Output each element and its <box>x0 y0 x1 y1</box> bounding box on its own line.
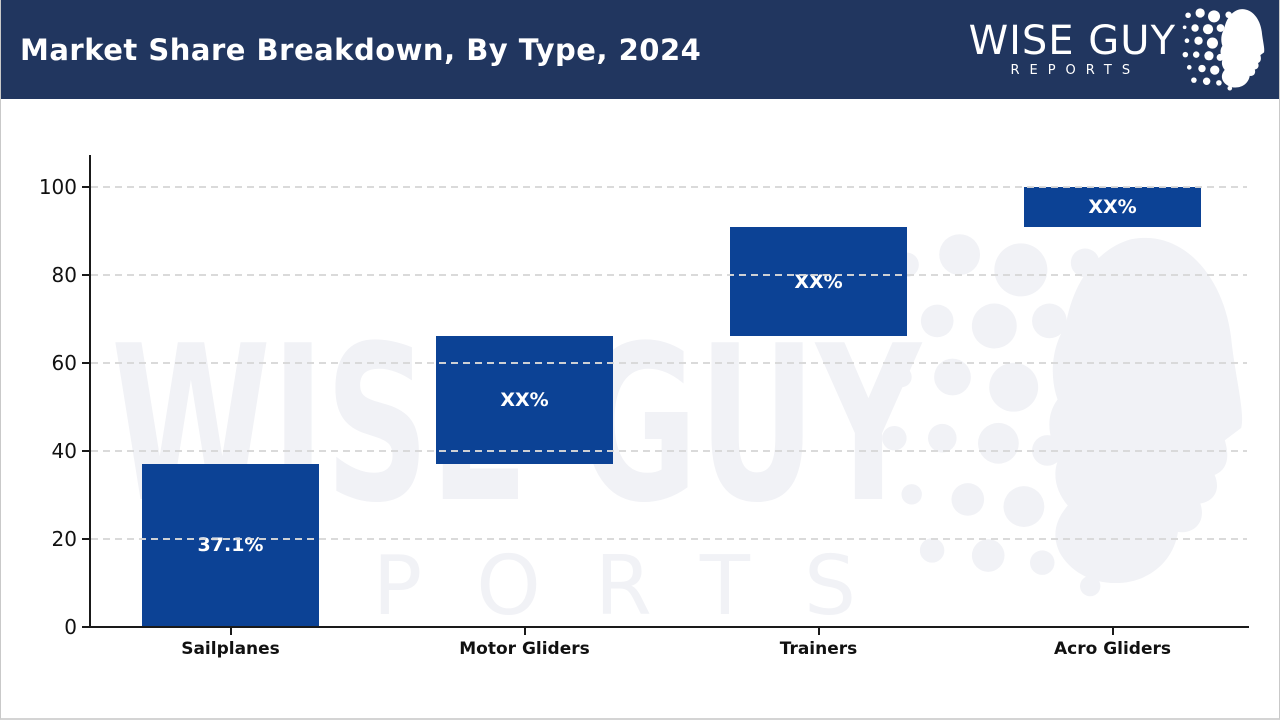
bar-value-label: XX% <box>1088 196 1137 219</box>
y-axis-line <box>89 155 91 628</box>
x-category-label-sailplanes: Sailplanes <box>181 639 280 659</box>
bar-value-label: XX% <box>500 388 549 411</box>
y-tick-label: 60 <box>51 351 77 375</box>
x-category-label-trainers: Trainers <box>779 639 858 659</box>
brand-face-icon <box>1182 7 1265 91</box>
page-title: Market Share Breakdown, By Type, 2024 <box>20 32 702 67</box>
x-category-label-motor-gliders: Motor Gliders <box>459 639 590 659</box>
brand-subtitle: REPORTS <box>1010 63 1141 78</box>
header-bar: Market Share Breakdown, By Type, 2024 WI… <box>1 0 1279 99</box>
x-axis-line <box>89 626 1249 628</box>
y-tick-mark <box>82 450 89 452</box>
y-tick-mark <box>82 538 89 540</box>
bar-sailplanes <box>142 463 319 627</box>
y-tick-mark <box>82 186 89 188</box>
y-tick-label: 20 <box>51 527 77 551</box>
waterfall-chart: WISE GUY REPORTS 37.1%XX%XX%XX%020406080… <box>1 99 1279 718</box>
y-tick-label: 80 <box>51 263 77 287</box>
y-tick-mark <box>82 626 89 628</box>
y-tick-label: 0 <box>64 615 77 639</box>
x-category-label-acro-gliders: Acro Gliders <box>1053 639 1172 659</box>
x-tick-mark <box>817 628 820 635</box>
bar-motor-gliders <box>436 336 613 464</box>
brand-logo-text: WISE GUY REPORTS <box>969 21 1176 78</box>
y-tick-label: 40 <box>51 439 77 463</box>
bar-acro-gliders <box>1024 187 1201 228</box>
x-tick-mark <box>229 628 232 635</box>
bar-value-label: XX% <box>794 270 843 293</box>
y-gridline-60 <box>91 362 1247 364</box>
brand-logo: WISE GUY REPORTS <box>969 6 1279 94</box>
brand-name: WISE GUY <box>968 18 1176 64</box>
y-tick-mark <box>82 362 89 364</box>
y-tick-mark <box>82 274 89 276</box>
y-gridline-20 <box>91 538 1247 540</box>
y-gridline-100 <box>91 186 1247 188</box>
y-tick-label: 100 <box>38 175 77 199</box>
y-gridline-40 <box>91 450 1247 452</box>
y-gridline-80 <box>91 274 1247 276</box>
bar-trainers <box>730 227 907 337</box>
x-tick-mark <box>1111 628 1114 635</box>
x-tick-mark <box>523 628 526 635</box>
